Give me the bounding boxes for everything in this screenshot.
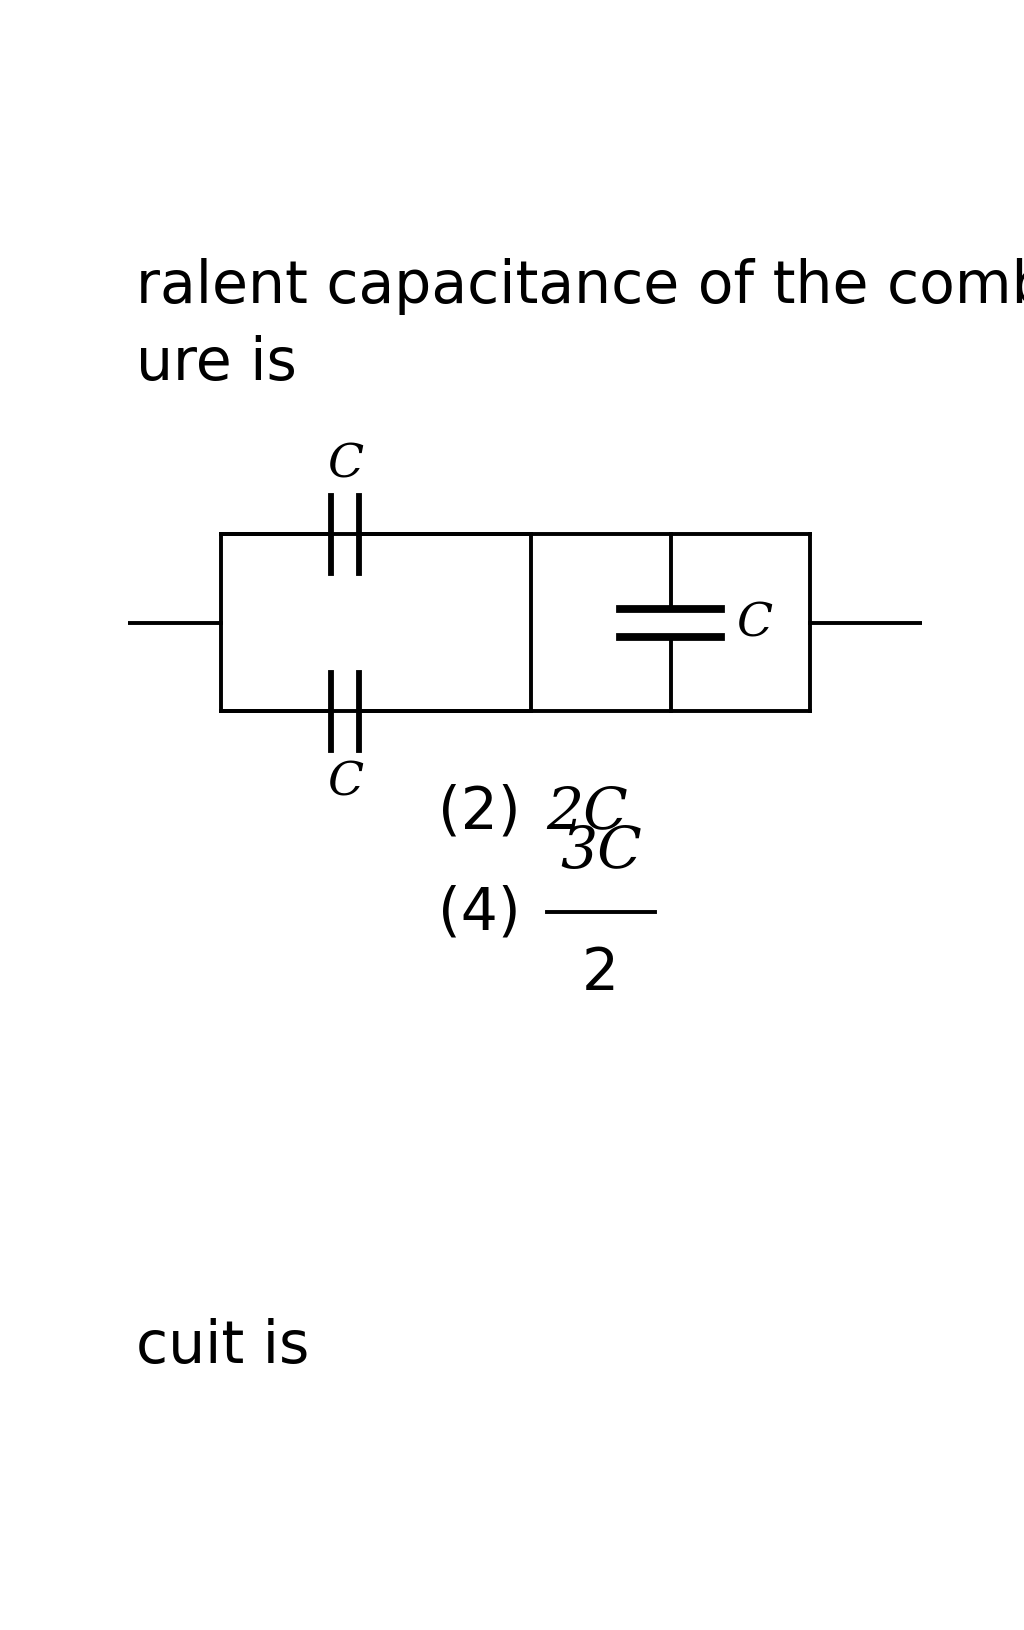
Text: C: C — [327, 442, 364, 487]
Text: C: C — [327, 760, 364, 805]
Text: 2C: 2C — [547, 784, 629, 839]
Text: (2): (2) — [438, 784, 520, 841]
Text: 2: 2 — [583, 944, 620, 1001]
Text: ure is: ure is — [136, 334, 297, 391]
Text: C: C — [736, 601, 772, 645]
Text: 3C: 3C — [560, 823, 642, 880]
Text: (4): (4) — [438, 883, 520, 941]
Text: ralent capacitance of the comb: ralent capacitance of the comb — [136, 258, 1024, 315]
Text: cuit is: cuit is — [136, 1317, 309, 1374]
